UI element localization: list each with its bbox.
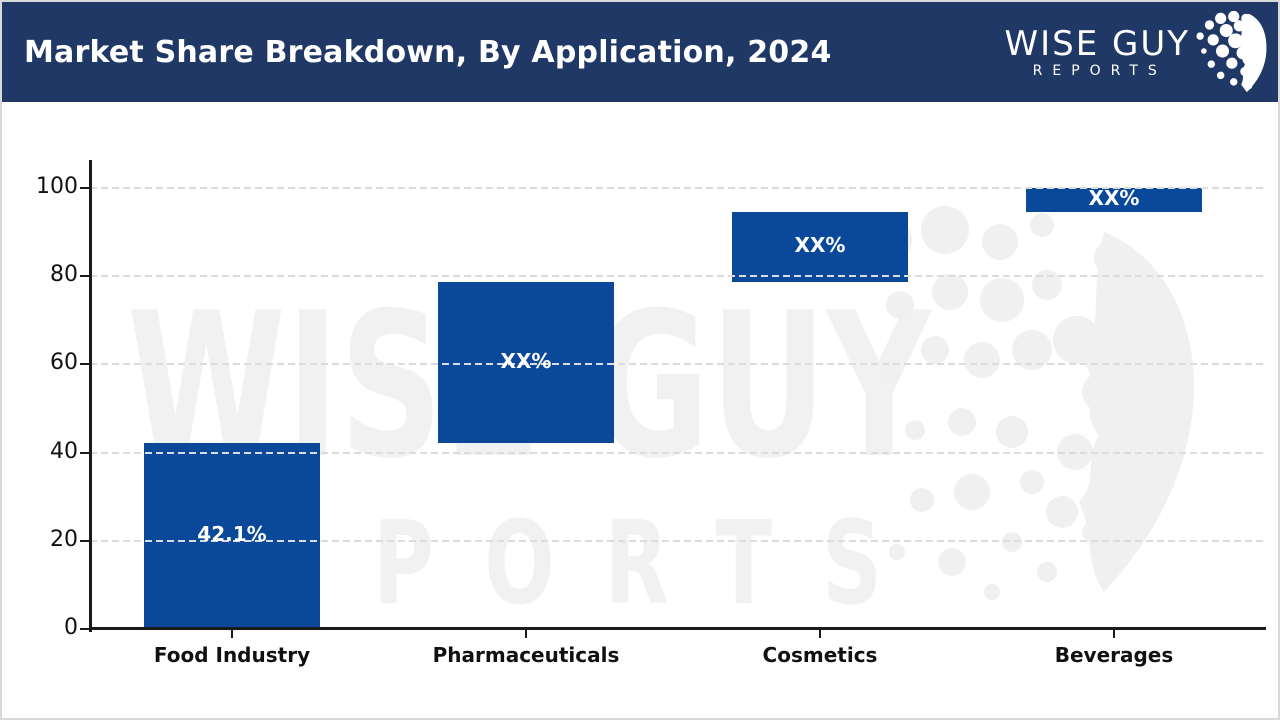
y-axis-tick-label: 0	[64, 615, 78, 640]
logo-dotted-face-icon	[1196, 10, 1267, 93]
y-axis-tick-label: 40	[50, 438, 78, 464]
logo-text: WISE GUY REPORTS	[1004, 27, 1190, 78]
bar-food-industry	[144, 443, 320, 629]
y-axis-tick	[80, 275, 89, 278]
wise-guy-logo: WISE GUY REPORTS	[1004, 10, 1268, 94]
y-axis-tick	[80, 363, 89, 366]
y-axis-tick	[80, 539, 89, 542]
x-axis-category-label: Cosmetics	[762, 643, 878, 667]
page-title: Market Share Breakdown, By Application, …	[24, 34, 832, 70]
gridline	[90, 451, 1266, 454]
logo-reports-label: REPORTS	[1032, 62, 1167, 79]
y-axis-tick-label: 20	[50, 526, 78, 552]
y-axis-tick	[80, 451, 89, 454]
bar-value-label: 42.1%	[197, 522, 267, 547]
gridline	[90, 187, 1266, 189]
header: Market Share Breakdown, By Application, …	[2, 2, 1278, 102]
bar-pharmaceuticals	[438, 282, 614, 444]
gridline	[90, 275, 1266, 278]
x-axis-category-label: Beverages	[1054, 643, 1174, 667]
y-axis-tick-label: 100	[36, 174, 78, 199]
logo-wiseguy-label: WISE GUY	[1004, 23, 1190, 64]
bar-value-label: XX%	[1088, 185, 1140, 210]
gridline	[90, 363, 1266, 366]
x-axis-category-label: Food Industry	[153, 643, 311, 667]
x-axis-line	[89, 627, 1266, 630]
gridline	[90, 539, 1266, 542]
y-axis-tick	[80, 187, 89, 189]
bar-value-label: XX%	[794, 233, 846, 258]
x-axis-tick	[819, 630, 821, 638]
x-axis-tick	[1113, 630, 1115, 638]
y-axis-line	[89, 160, 92, 632]
watermark-dotted-face-icon	[868, 206, 1195, 600]
x-axis-category-label: Pharmaceuticals	[432, 643, 620, 667]
bar-beverages	[1026, 188, 1202, 212]
y-axis-tick-label: 80	[50, 262, 78, 288]
y-axis-tick-label: 60	[50, 350, 78, 376]
y-axis-tick	[80, 628, 89, 630]
x-axis-tick	[231, 630, 233, 638]
x-axis-tick	[525, 630, 527, 638]
bar-value-label: XX%	[500, 348, 552, 373]
